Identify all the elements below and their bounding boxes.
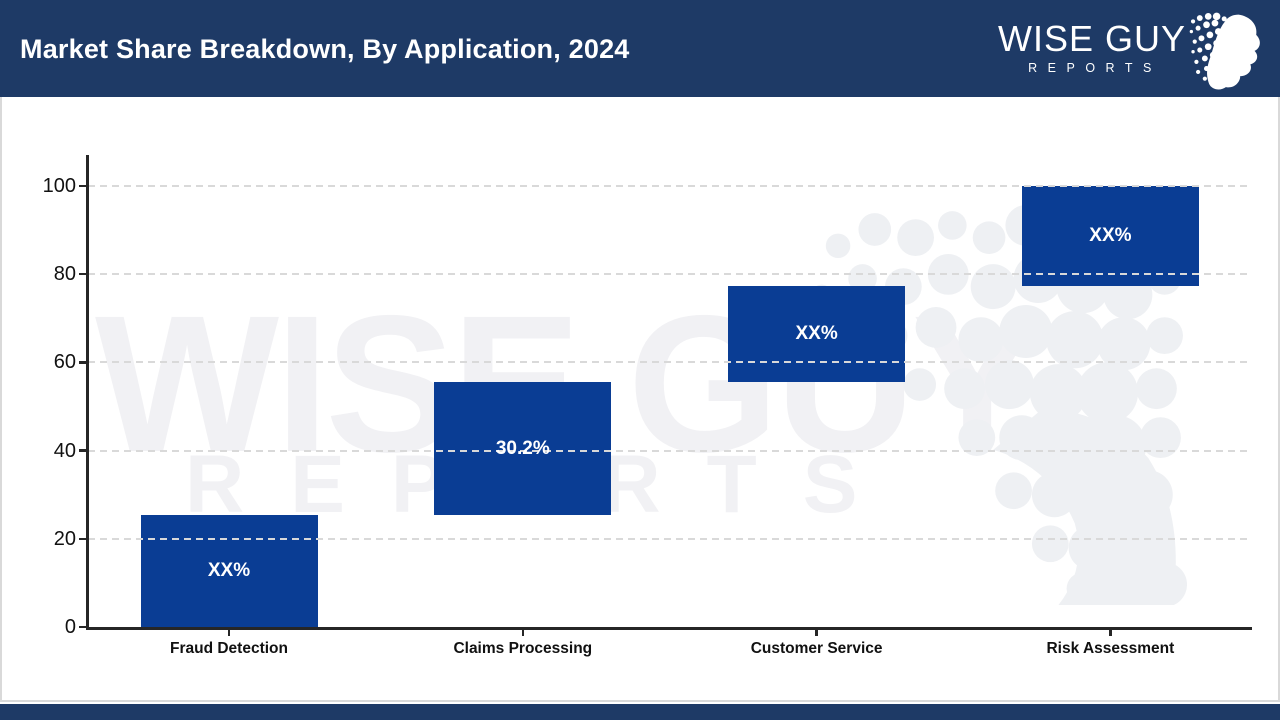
gridline-100 [88, 184, 1250, 187]
y-tick-label-0: 0 [64, 616, 76, 638]
y-tick-label-40: 40 [53, 439, 76, 462]
wiseguy-logo: WISE GUY REPORTS [998, 4, 1274, 94]
y-tick-label-80: 80 [53, 263, 76, 286]
wiseguy-face-icon [1189, 12, 1260, 90]
bar-segment [140, 515, 318, 627]
y-tick-mark-40 [79, 449, 88, 452]
y-tick-mark-0 [79, 625, 88, 629]
x-category-label: Customer Service [750, 640, 883, 657]
gridline-20 [88, 537, 1250, 540]
y-axis-line [86, 155, 89, 629]
logo-subtitle: REPORTS [1028, 61, 1162, 75]
wiseguy-logo-text: WISE GUY REPORTS [997, 18, 1186, 76]
bar-value-label: XX% [1089, 225, 1132, 247]
x-axis-line [86, 626, 1252, 630]
logo-wordmark: WISE GUY [997, 18, 1186, 59]
bar-segment [1021, 185, 1199, 287]
x-category-label: Fraud Detection [170, 640, 288, 657]
bar-segment [728, 286, 906, 383]
x-tick-mark [1109, 629, 1112, 636]
x-tick-mark [521, 629, 525, 636]
page-title: Market Share Breakdown, By Application, … [20, 34, 630, 64]
footer-bar [0, 704, 1280, 720]
x-category-label: Risk Assessment [1046, 640, 1175, 657]
x-tick-mark [227, 629, 231, 636]
y-tick-mark-60 [79, 361, 88, 364]
y-tick-mark-20 [79, 537, 88, 540]
y-tick-label-60: 60 [53, 351, 76, 374]
y-tick-label-100: 100 [42, 174, 76, 197]
y-tick-label-20: 20 [53, 527, 76, 550]
x-category-label: Claims Processing [453, 640, 593, 657]
bar-value-label: 30.2% [495, 437, 550, 459]
x-tick-mark [815, 629, 818, 636]
y-tick-mark-100 [79, 184, 88, 188]
y-tick-mark-80 [79, 272, 88, 276]
bar-value-label: XX% [795, 323, 838, 345]
gridline-60 [88, 361, 1250, 364]
header-bar: Market Share Breakdown, By Application, … [0, 0, 1280, 97]
bar-value-label: XX% [207, 560, 251, 582]
gridline-80 [88, 273, 1250, 276]
gridline-40 [88, 449, 1250, 452]
bar-segment [434, 382, 612, 516]
